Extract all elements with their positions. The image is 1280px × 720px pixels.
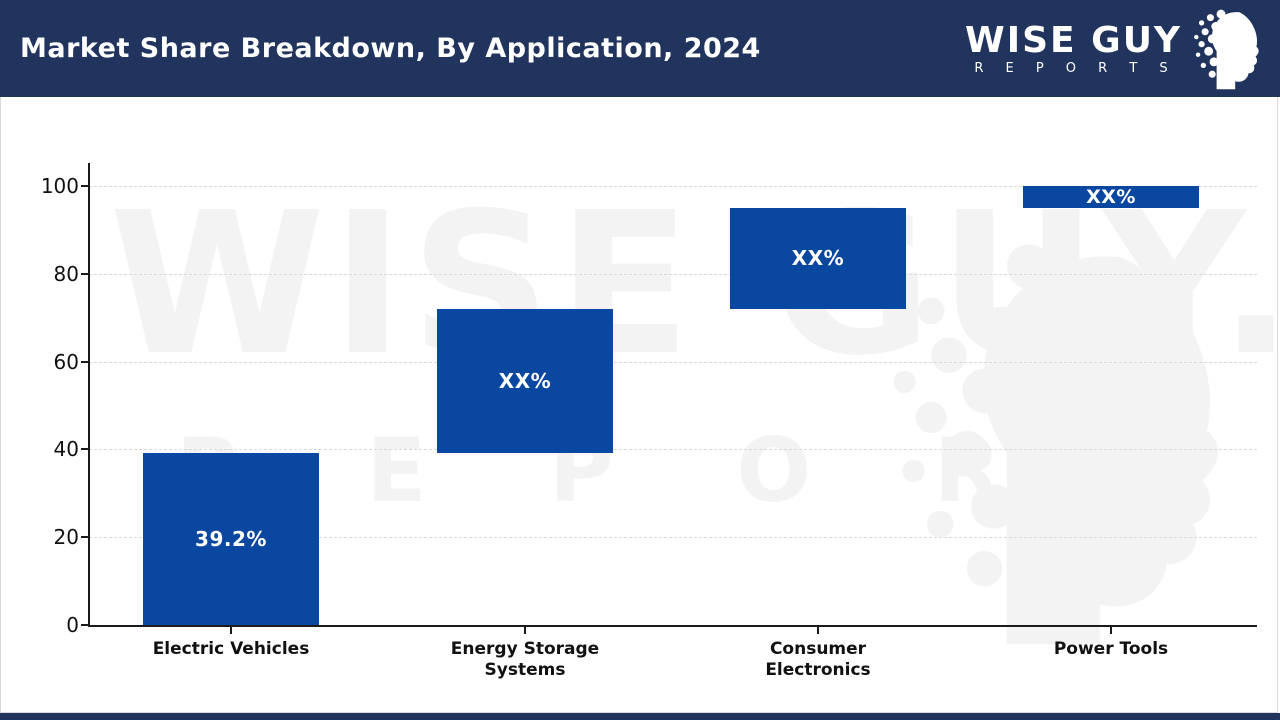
dotted-head-icon — [1194, 9, 1259, 89]
watermark-text-line2: R E P O R T S — [176, 419, 1277, 522]
footer-bar — [0, 713, 1280, 720]
x-tick-label-0: Electric Vehicles — [152, 639, 310, 659]
bar-consumer-electronics: XX% — [730, 207, 906, 309]
bar-electric-vehicles: 39.2% — [143, 452, 319, 625]
x-axis-tick-0 — [230, 627, 232, 634]
gridline-60 — [89, 361, 1257, 363]
x-tick-label-3: Power Tools — [1053, 639, 1169, 659]
y-axis-tick-80 — [81, 272, 89, 275]
gridline-80 — [89, 273, 1257, 275]
header-bar: Market Share Breakdown, By Application, … — [0, 0, 1280, 97]
bar-value-label: 39.2% — [195, 526, 267, 551]
x-axis-tick-1 — [524, 627, 526, 634]
x-axis-tick-3 — [1110, 627, 1112, 634]
brand-logo: WISE GUY R E P O R T S — [965, 7, 1280, 91]
gridline-40 — [89, 449, 1257, 451]
y-tick-label-100: 100 — [40, 174, 79, 198]
x-axis — [88, 625, 1257, 627]
y-tick-label-80: 80 — [53, 261, 79, 286]
y-tick-label-60: 60 — [53, 349, 79, 374]
brand-name: WISE GUY — [964, 19, 1182, 61]
y-tick-label-20: 20 — [53, 525, 79, 550]
y-axis-tick-100 — [81, 185, 89, 187]
gridline-20 — [89, 537, 1257, 539]
chart-area: WISE GUY. R E P O R T S 0 20 40 — [0, 97, 1278, 713]
watermark-text-line1: WISE GUY. — [109, 171, 1278, 399]
brand-subname: R E P O R T S — [974, 60, 1177, 76]
bar-power-tools: XX% — [1023, 186, 1199, 208]
x-tick-label-1: Energy Storage Systems — [450, 639, 600, 680]
watermark-dotted-head-icon — [893, 244, 1219, 645]
y-axis — [88, 163, 90, 627]
y-axis-tick-0 — [81, 624, 89, 626]
page-title: Market Share Breakdown, By Application, … — [20, 33, 761, 64]
x-axis-tick-2 — [817, 627, 819, 634]
y-axis-tick-40 — [81, 448, 89, 451]
bar-value-label: XX% — [791, 246, 845, 271]
gridline-100 — [89, 186, 1257, 187]
x-tick-label-2: Consumer Electronics — [765, 639, 871, 680]
bar-value-label: XX% — [498, 368, 552, 393]
bar-energy-storage-systems: XX% — [437, 308, 613, 453]
brand-logo-text: WISE GUY R E P O R T S — [964, 19, 1182, 76]
y-axis-tick-20 — [81, 536, 89, 539]
y-tick-label-40: 40 — [53, 437, 79, 462]
y-axis-tick-60 — [81, 360, 89, 363]
bar-value-label: XX% — [1086, 185, 1136, 208]
y-tick-label-0: 0 — [66, 613, 79, 637]
